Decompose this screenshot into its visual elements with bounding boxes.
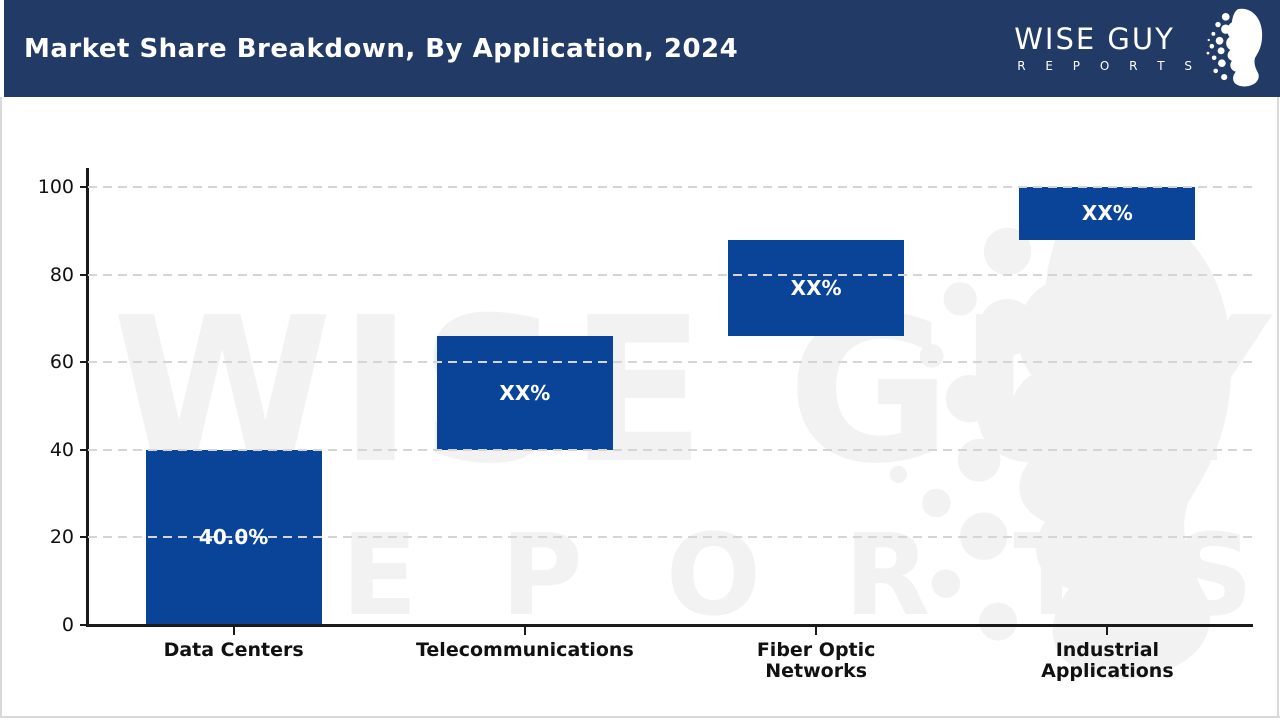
x-tick: [523, 627, 526, 635]
x-tick: [232, 627, 235, 635]
x-axis-line: [86, 624, 1253, 627]
y-tick-label: 0: [61, 614, 74, 636]
bar-value-label: XX%: [790, 275, 842, 300]
gridline: [88, 536, 1253, 539]
logo-face-icon: [1206, 8, 1263, 87]
x-tick: [815, 627, 818, 635]
x-tick: [1106, 627, 1109, 635]
y-tick-label: 40: [49, 438, 74, 461]
bar: [436, 335, 613, 450]
bar-value-label: XX%: [499, 380, 551, 405]
chart-title: Market Share Breakdown, By Application, …: [24, 33, 739, 64]
bar: [728, 239, 905, 336]
x-category-label: Industrial Applications: [1041, 639, 1174, 683]
y-tick: [80, 273, 88, 276]
x-category-label: Telecommunications: [415, 639, 634, 661]
y-tick: [80, 536, 88, 539]
x-category-label: Fiber Optic Networks: [756, 639, 876, 683]
y-tick-label: 100: [37, 176, 74, 198]
page-border-bottom: [0, 716, 1280, 718]
gridline: [88, 273, 1253, 276]
logo-text: WISE GUY R E P O R T S: [1014, 21, 1200, 73]
y-tick-label: 80: [49, 263, 74, 286]
bar: [1019, 187, 1196, 240]
bar-value-label: 40.0%: [198, 525, 269, 550]
x-category-label: Data Centers: [163, 639, 304, 661]
y-tick: [80, 361, 88, 364]
gridline: [88, 448, 1253, 451]
y-tick-label: 60: [49, 351, 74, 374]
gridline: [88, 361, 1253, 364]
y-tick-label: 20: [49, 526, 74, 549]
logo-wordmark: WISE GUY: [1014, 21, 1175, 56]
y-axis-line: [86, 168, 89, 627]
wise-guy-logo: WISE GUY R E P O R T S: [1014, 6, 1266, 91]
gridline: [88, 186, 1253, 188]
header-bar: Market Share Breakdown, By Application, …: [4, 0, 1280, 97]
bar-value-label: XX%: [1081, 201, 1133, 226]
y-tick: [80, 448, 88, 451]
watermark-face-icon: [889, 202, 1232, 680]
page-border-left: [0, 97, 2, 717]
page-border-right: [1277, 97, 1279, 717]
logo-subtitle: R E P O R T S: [1017, 58, 1200, 73]
y-tick: [80, 624, 88, 626]
y-tick: [80, 186, 88, 188]
